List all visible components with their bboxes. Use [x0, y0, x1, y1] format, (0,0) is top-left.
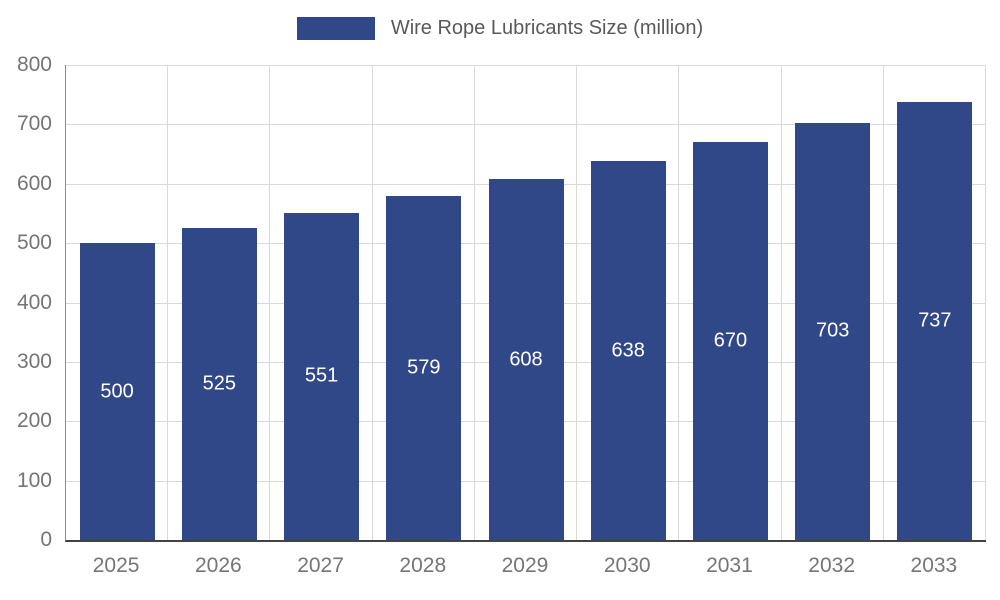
bar: 579: [386, 196, 462, 540]
bar-value-label: 608: [509, 348, 543, 370]
gridline-v: [371, 65, 373, 540]
gridline-h: [66, 65, 986, 66]
bar-value-label: 525: [202, 372, 237, 395]
y-tick-label: 300: [16, 349, 52, 373]
x-tick-label: 2028: [399, 554, 447, 577]
x-tick-label: 2031: [706, 554, 753, 577]
x-tick-label: 2029: [501, 554, 549, 577]
bar-value-label: 670: [713, 329, 748, 352]
x-tick-label: 2027: [297, 554, 344, 577]
gridline-v: [167, 65, 169, 540]
x-tick-label: 2026: [194, 554, 242, 577]
bar-value-label: 579: [407, 356, 441, 379]
gridline-v: [985, 65, 986, 540]
plot-area: 500 525 551 579 608 638 670 703 737: [65, 65, 986, 542]
bar: 525: [181, 228, 257, 540]
x-tick-label: 2032: [808, 554, 856, 577]
bar: 551: [284, 212, 360, 540]
y-tick-label: 800: [16, 53, 52, 76]
y-tick-label: 200: [16, 409, 52, 433]
gridline-v: [678, 65, 680, 540]
legend-swatch: [296, 16, 375, 40]
gridline-v: [473, 65, 475, 540]
y-tick-label: 600: [16, 171, 52, 195]
y-tick-label: 0: [40, 528, 52, 551]
gridline-v: [882, 65, 884, 540]
legend-title: Wire Rope Lubricants Size (million): [390, 16, 704, 39]
bar: 737: [897, 102, 973, 540]
bar: 608: [488, 179, 564, 540]
y-tick-label: 400: [16, 290, 52, 314]
gridline-v: [576, 65, 578, 540]
y-tick-label: 700: [16, 112, 52, 136]
y-tick-label: 100: [16, 468, 52, 492]
gridline-v: [269, 65, 271, 540]
bar: 703: [795, 122, 871, 540]
bar-value-label: 638: [611, 339, 645, 362]
x-tick-label: 2025: [92, 554, 140, 577]
y-tick-label: 500: [16, 231, 52, 255]
bar-value-label: 703: [815, 319, 850, 342]
bar: 500: [79, 243, 155, 540]
bar-value-label: 500: [100, 380, 134, 403]
bar-value-label: 551: [304, 364, 339, 387]
x-tick-label: 2033: [910, 554, 958, 577]
bar: 638: [590, 161, 666, 540]
x-tick-label: 2030: [603, 554, 651, 577]
gridline-v: [780, 65, 782, 540]
legend: Wire Rope Lubricants Size (million): [0, 15, 1000, 41]
bar-value-label: 737: [918, 309, 952, 332]
bar: 670: [692, 142, 768, 540]
gridline-h: [66, 124, 986, 126]
